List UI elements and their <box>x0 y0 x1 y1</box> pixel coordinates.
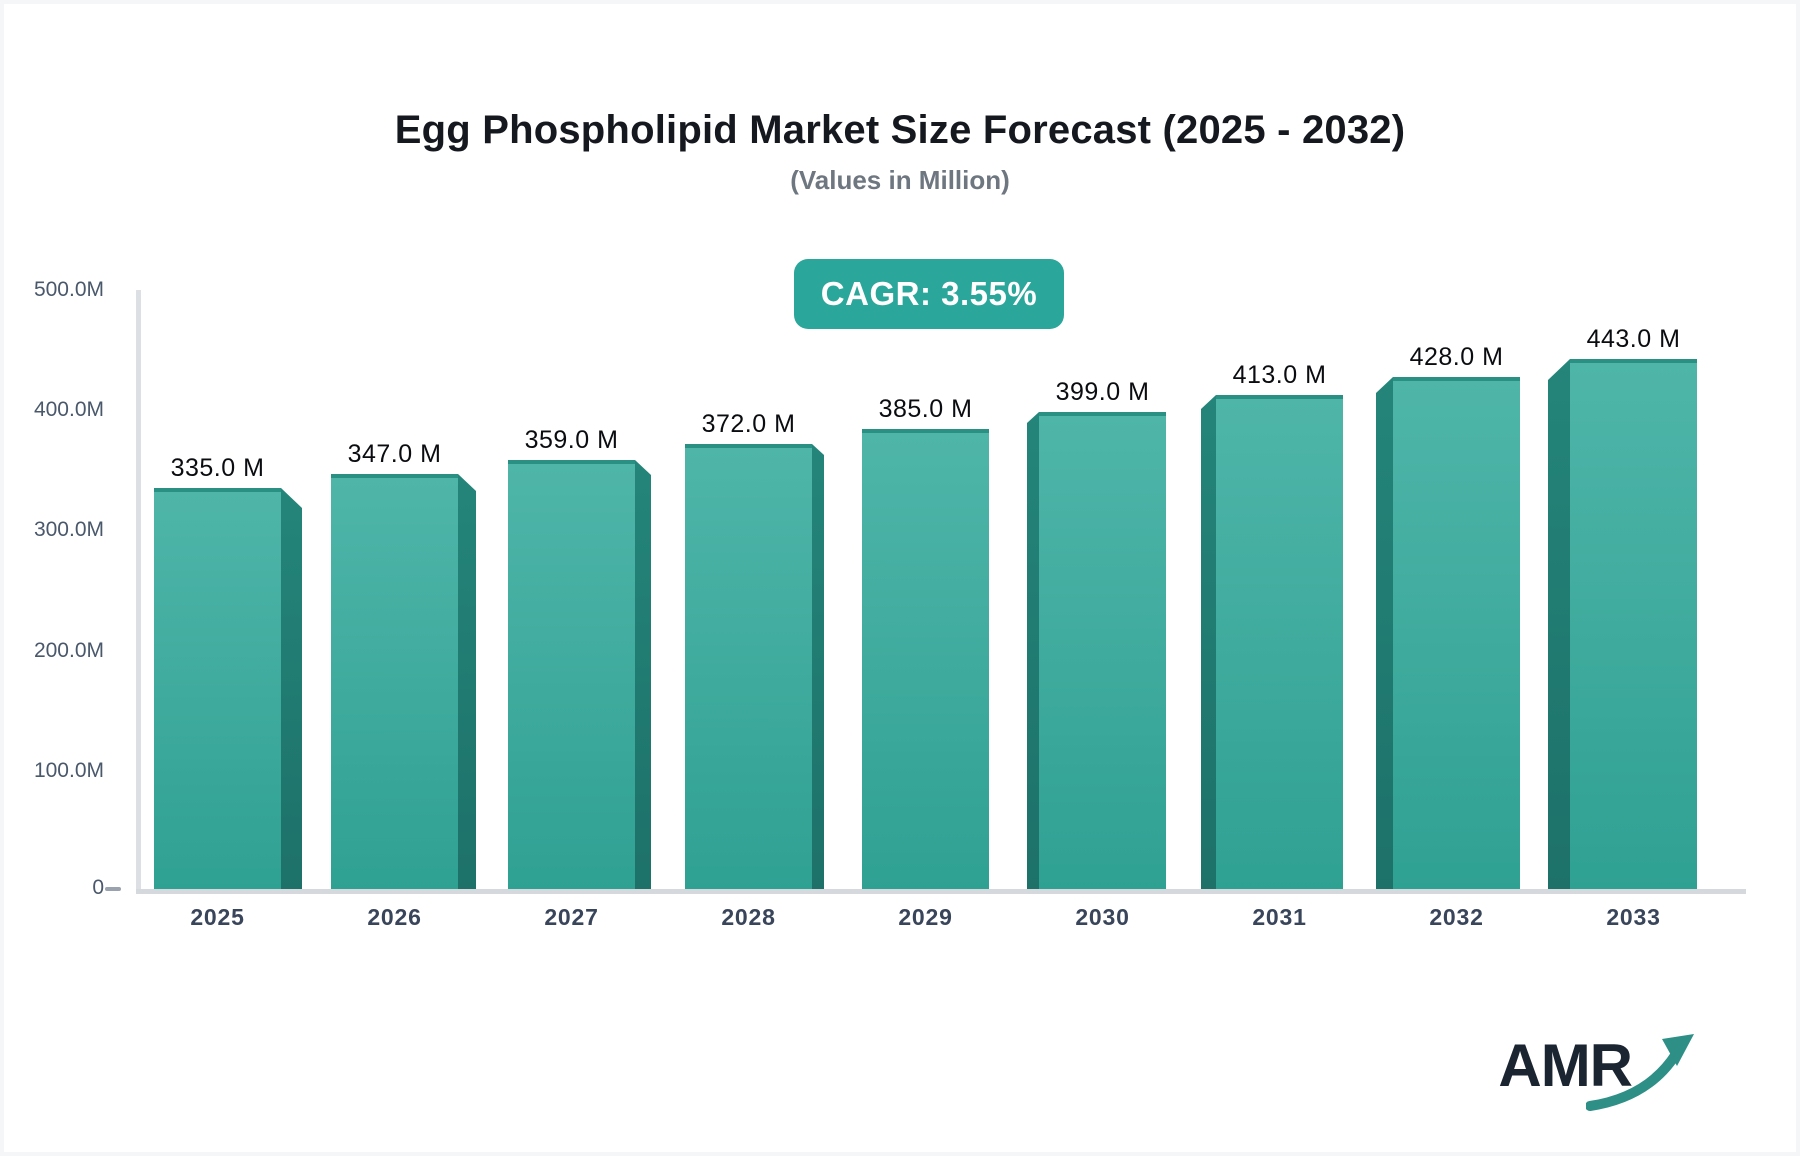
bar-value-label: 385.0 M <box>878 395 973 423</box>
x-axis-label: 2026 <box>367 904 422 930</box>
chart-header: Egg Phospholipid Market Size Forecast (2… <box>4 4 1796 196</box>
y-axis-tick-label: 0 <box>92 876 104 899</box>
bar-2032[interactable] <box>1393 377 1520 889</box>
bar-value-label: 428.0 M <box>1409 343 1504 371</box>
amr-logo: AMR <box>1498 1032 1704 1112</box>
bar-value-label: 413.0 M <box>1232 361 1327 389</box>
x-axis-label: 2028 <box>721 904 776 930</box>
amr-logo-text: AMR <box>1498 1032 1633 1099</box>
x-axis-label: 2029 <box>898 904 953 930</box>
y-axis-line <box>136 290 141 891</box>
bar-value-label: 372.0 M <box>701 410 796 438</box>
bar-2031[interactable] <box>1216 395 1343 889</box>
bar-value-label: 399.0 M <box>1055 378 1150 406</box>
y-axis-tick-label: 500.0M <box>33 278 104 301</box>
bar-value-label: 335.0 M <box>170 454 265 482</box>
y-axis-tick-label: 100.0M <box>33 759 104 782</box>
x-axis-label: 2027 <box>544 904 599 930</box>
y-axis-tick-label: 300.0M <box>33 518 104 541</box>
chart-subtitle: (Values in Million) <box>790 165 1010 195</box>
bar-2029[interactable] <box>862 429 989 889</box>
y-axis-tick-label: 200.0M <box>33 639 104 662</box>
y-axis-tick-label: 400.0M <box>33 398 104 421</box>
bar-2033[interactable] <box>1570 359 1697 889</box>
bar-value-label: 359.0 M <box>524 426 619 454</box>
bar-3d-side <box>1027 412 1039 889</box>
bar-2026[interactable] <box>331 474 458 889</box>
x-axis-label: 2032 <box>1429 904 1484 930</box>
bar-2028[interactable] <box>685 444 812 889</box>
x-axis-label: 2031 <box>1252 904 1307 930</box>
x-axis-baseline <box>136 889 1746 894</box>
bar-3d-side <box>1376 377 1393 889</box>
chart-title: Egg Phospholipid Market Size Forecast (2… <box>394 108 1406 152</box>
bar-2025[interactable] <box>154 488 281 889</box>
x-axis-label: 2033 <box>1606 904 1661 930</box>
x-axis-label: 2025 <box>190 904 245 930</box>
bar-3d-side <box>281 488 302 889</box>
x-axis-label: 2030 <box>1075 904 1130 930</box>
cagr-badge-label: CAGR: 3.55% <box>820 275 1038 312</box>
bar-3d-side <box>812 444 824 889</box>
bar-3d-side <box>458 474 476 889</box>
cagr-badge: CAGR: 3.55% <box>794 259 1064 329</box>
bar-chart-plot: 500.0M 400.0M 300.0M 200.0M 100.0M 0 335… <box>4 4 1796 1152</box>
bar-3d-side <box>635 460 651 889</box>
bar-3d-side <box>1548 359 1570 889</box>
bar-2030[interactable] <box>1039 412 1166 889</box>
zero-tick-mark <box>105 887 121 891</box>
bar-3d-side <box>1201 395 1216 889</box>
bar-value-label: 443.0 M <box>1586 325 1681 353</box>
bar-2027[interactable] <box>508 460 635 889</box>
bar-value-label: 347.0 M <box>347 440 442 468</box>
growth-arrow-icon <box>1586 1034 1694 1111</box>
